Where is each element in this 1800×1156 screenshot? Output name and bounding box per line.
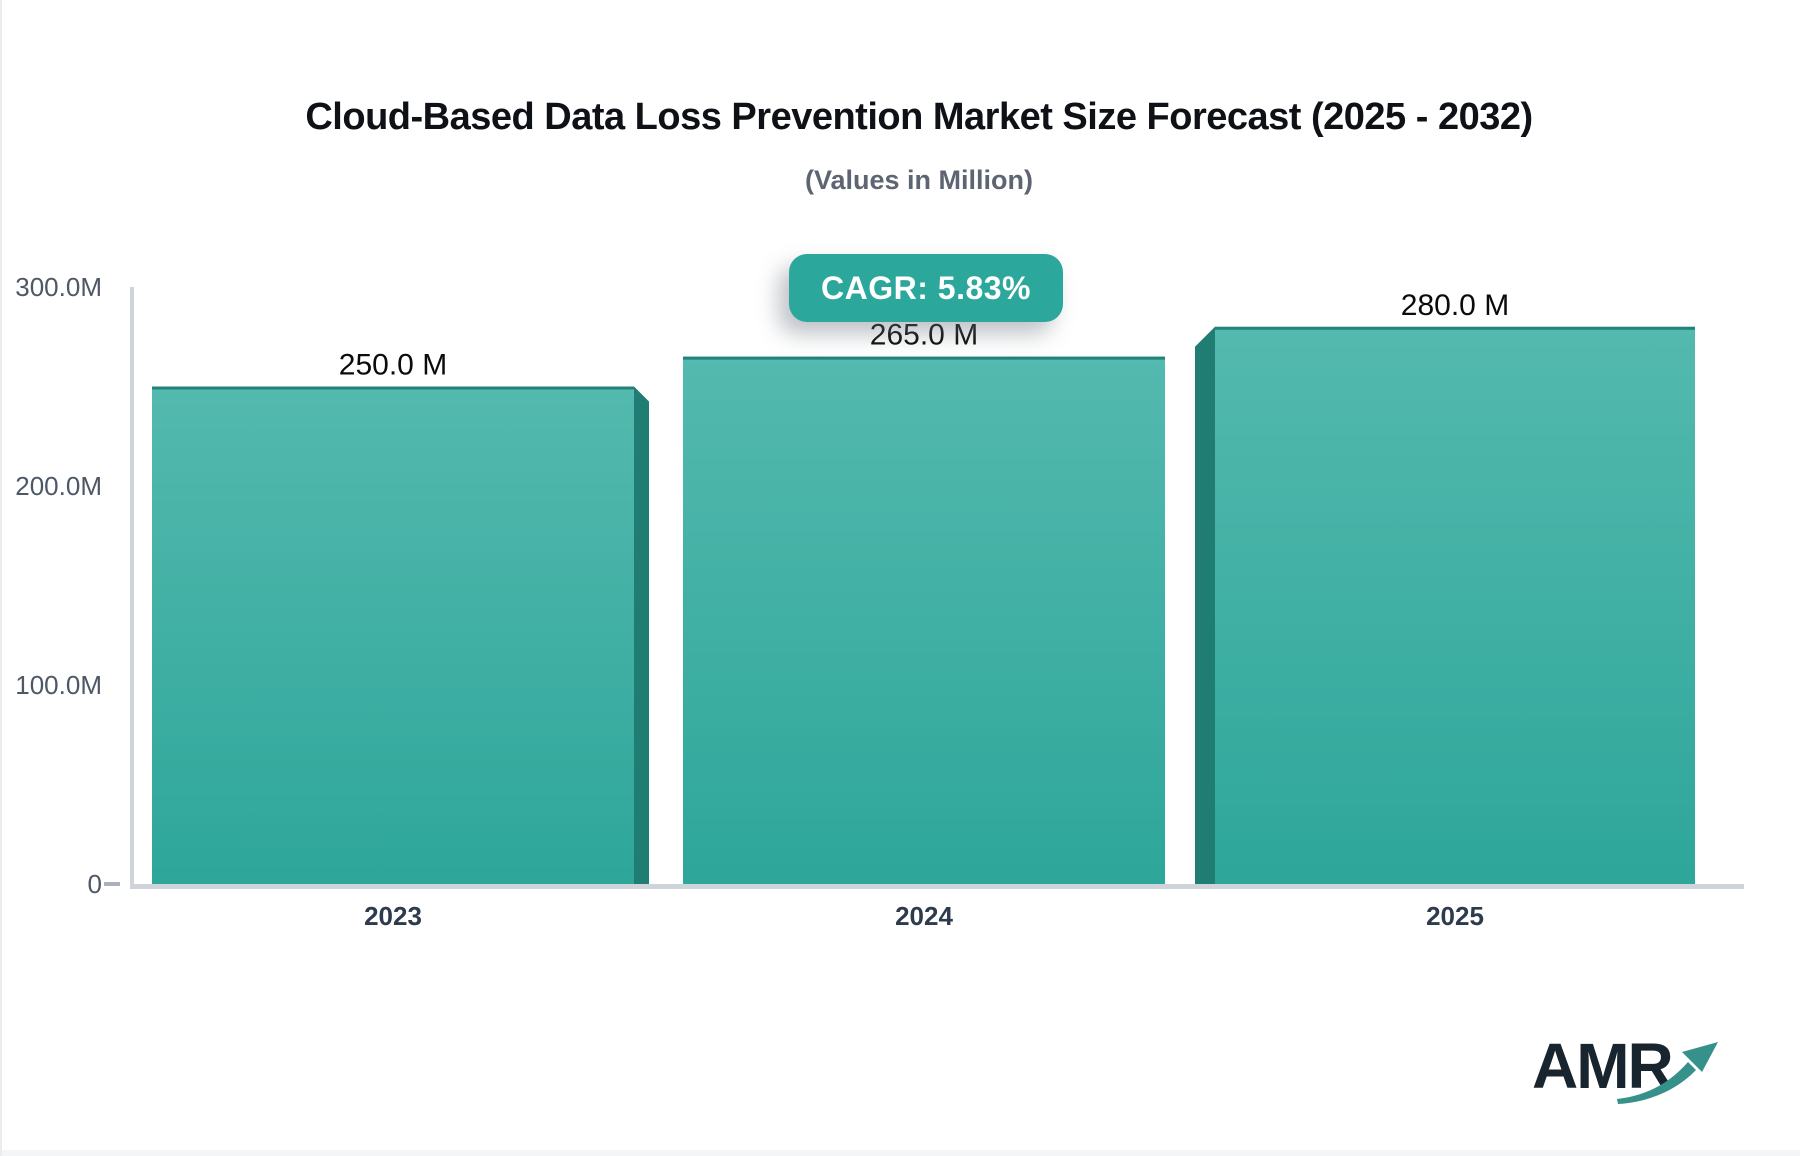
growth-arrow-icon — [1617, 1042, 1718, 1104]
x-axis-category-label: 2023 — [364, 901, 422, 931]
bar-value-label: 280.0 M — [1401, 289, 1509, 322]
y-axis-tick-label: 0 — [88, 869, 102, 899]
x-axis-category-label: 2024 — [895, 901, 953, 931]
bar-2023 — [152, 386, 634, 884]
bar-2025 — [1215, 326, 1695, 884]
bar-value-label: 250.0 M — [339, 349, 447, 382]
chart-title: Cloud-Based Data Loss Prevention Market … — [305, 96, 1533, 138]
x-axis-category-label: 2025 — [1426, 901, 1484, 931]
cagr-badge: CAGR: 5.83% — [789, 254, 1063, 322]
zero-tick-mark — [104, 882, 120, 886]
cagr-badge-label: CAGR: 5.83% — [821, 269, 1031, 306]
amr-logo-text: AMR — [1532, 1030, 1674, 1102]
y-axis-tick-label: 200.0M — [15, 471, 102, 501]
bar-top-edge — [1215, 326, 1695, 330]
chart-header: Cloud-Based Data Loss Prevention Market … — [48, 96, 1790, 196]
y-axis-tick-label: 100.0M — [15, 670, 102, 700]
x-axis-line — [130, 884, 1744, 889]
chart-subtitle: (Values in Million) — [804, 165, 1034, 195]
bar-top-edge — [152, 386, 634, 390]
page-bottom-border — [2, 1150, 1800, 1156]
bar-2024 — [683, 356, 1165, 884]
bar-3d-side — [1195, 326, 1215, 884]
y-axis-line — [130, 287, 134, 889]
bar-top-edge — [683, 356, 1165, 360]
bar-value-label: 265.0 M — [870, 319, 978, 352]
bar-3d-side — [634, 386, 649, 884]
y-axis-tick-label: 300.0M — [15, 272, 102, 302]
amr-logo: AMR — [1532, 1034, 1718, 1114]
